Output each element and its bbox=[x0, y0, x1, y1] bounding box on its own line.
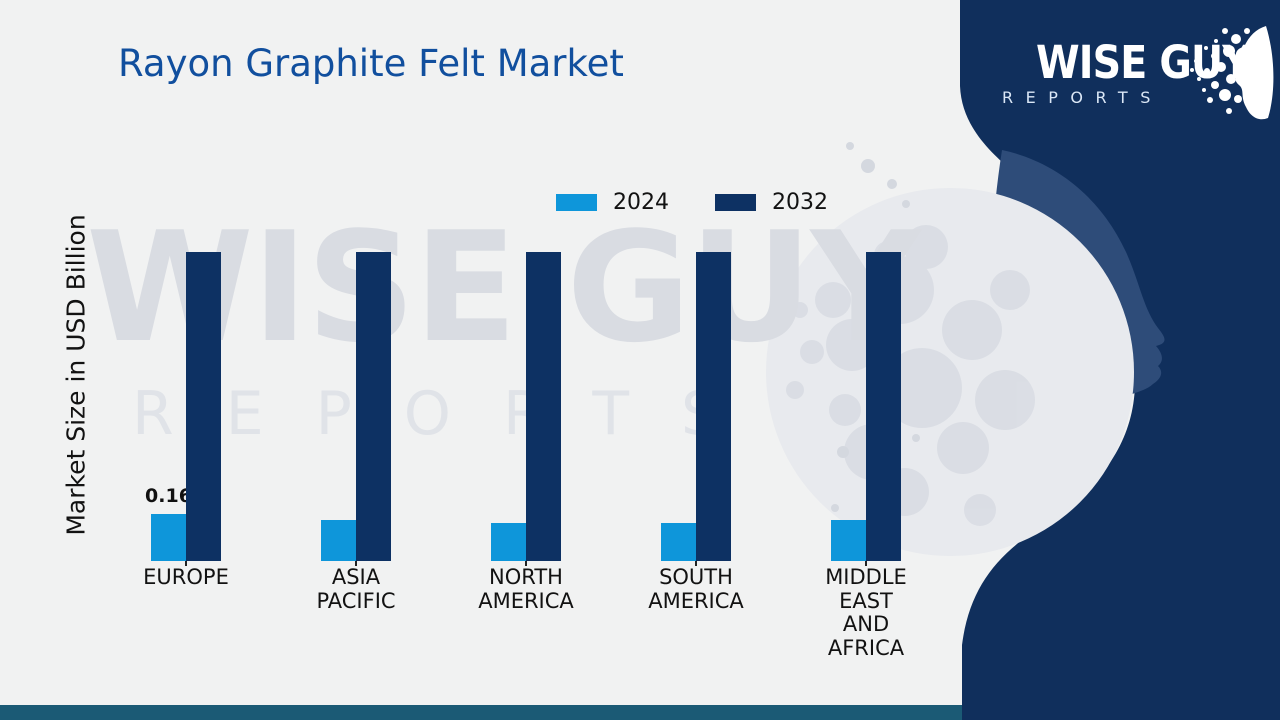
x-tick bbox=[525, 561, 527, 566]
brand-wordmark: WISE GUY bbox=[1036, 36, 1251, 89]
brand-wordmark-sub: REPORTS bbox=[1002, 88, 1163, 107]
bar-2024-0 bbox=[151, 514, 186, 561]
category-label-4: MIDDLE EAST AND AFRICA bbox=[825, 565, 907, 660]
bar-2024-4 bbox=[831, 520, 866, 561]
x-tick bbox=[865, 561, 867, 566]
bar-2024-2 bbox=[491, 523, 526, 561]
legend-swatch-2024 bbox=[556, 194, 597, 211]
bar-2024-1 bbox=[321, 520, 356, 561]
watermark-wordmark: WISE GUY bbox=[86, 199, 921, 376]
legend-swatch-2032 bbox=[715, 194, 756, 211]
legend-label-2032: 2032 bbox=[772, 190, 828, 215]
bar-2032-4 bbox=[866, 252, 901, 561]
bar-2032-0 bbox=[186, 252, 221, 561]
bar-2024-3 bbox=[661, 523, 696, 561]
x-tick bbox=[185, 561, 187, 566]
bar-2032-3 bbox=[696, 252, 731, 561]
bar-data-label: 0.16 bbox=[145, 485, 192, 507]
x-tick bbox=[695, 561, 697, 566]
chart-legend: 2024 2032 bbox=[556, 190, 828, 215]
legend-item-2024: 2024 bbox=[556, 190, 669, 215]
page-title: Rayon Graphite Felt Market bbox=[118, 42, 624, 85]
logo-dots-icon bbox=[1190, 28, 1254, 114]
bar-2032-1 bbox=[356, 252, 391, 561]
watermark-wordmark-sub: REPORTS bbox=[132, 379, 772, 449]
bar-2032-2 bbox=[526, 252, 561, 561]
legend-label-2024: 2024 bbox=[613, 190, 669, 215]
category-label-2: NORTH AMERICA bbox=[478, 565, 574, 613]
category-label-0: EUROPE bbox=[143, 565, 229, 589]
x-tick bbox=[355, 561, 357, 566]
category-label-1: ASIA PACIFIC bbox=[316, 565, 396, 613]
category-label-3: SOUTH AMERICA bbox=[648, 565, 744, 613]
legend-item-2032: 2032 bbox=[715, 190, 828, 215]
footer-accent-bar bbox=[0, 705, 962, 720]
logo-face-icon bbox=[1235, 26, 1274, 120]
